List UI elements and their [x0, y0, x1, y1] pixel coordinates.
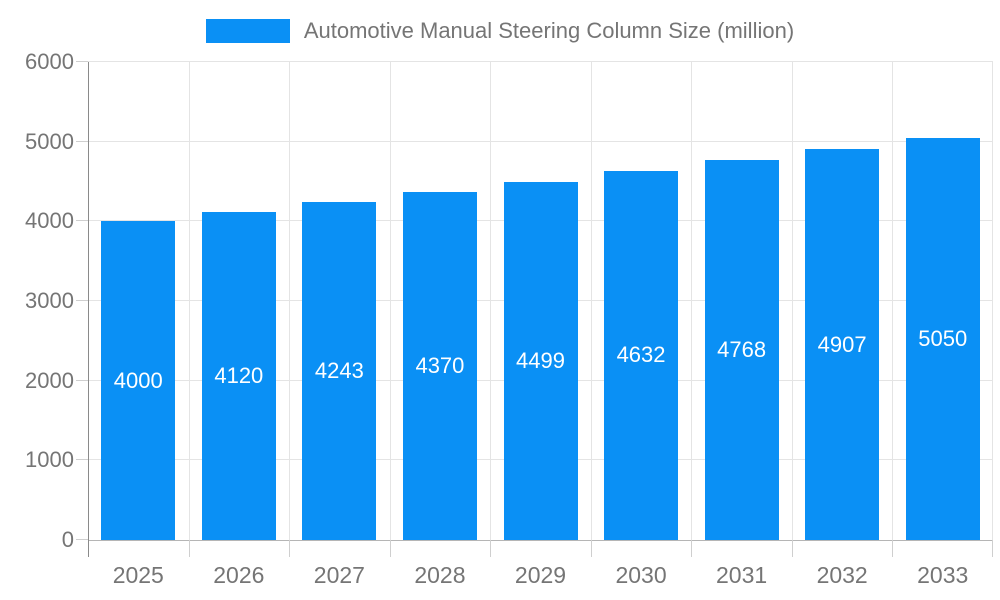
x-axis-line: [88, 540, 993, 541]
y-axis-tick: [76, 220, 88, 222]
y-axis-tick: [76, 140, 88, 142]
x-axis-tick: [289, 540, 290, 557]
y-axis-tick: [76, 300, 88, 301]
bar-value-label: 4768: [717, 337, 767, 363]
gridline-horizontal: [88, 140, 993, 142]
x-axis-tick: [591, 540, 592, 557]
y-axis-label: 2000: [25, 367, 74, 393]
gridline-vertical: [490, 62, 491, 540]
x-axis-label: 2030: [615, 562, 667, 588]
bar-2028: 4370: [402, 191, 477, 540]
y-axis-line: [88, 62, 89, 540]
y-axis-tick: [76, 379, 88, 381]
chart-legend[interactable]: Automotive Manual Steering Column Size (…: [0, 18, 1000, 44]
x-axis-tick: [390, 540, 391, 557]
x-axis-tick: [88, 540, 89, 557]
bar-2029: 4499: [503, 181, 578, 540]
bar-2025: 4000: [101, 221, 176, 540]
bar-2026: 4120: [201, 211, 276, 540]
plot-area: 0 1000 2000 3000 4000 5000 6000 2025 2026 2027 202…: [25, 49, 993, 588]
gridline-vertical: [992, 62, 993, 540]
gridline-vertical: [691, 62, 692, 540]
bar-2032: 4907: [805, 149, 880, 540]
y-axis-tick: [76, 539, 88, 540]
bar-2031: 4768: [704, 160, 779, 540]
gridline-vertical: [792, 62, 793, 540]
x-axis-label: 2026: [213, 562, 265, 588]
gridline-vertical: [289, 62, 290, 540]
x-axis-tick: [892, 540, 893, 557]
x-axis-tick: [792, 540, 793, 557]
bar-value-label: 4499: [516, 347, 565, 373]
gridline-vertical: [390, 62, 391, 540]
y-axis-tick: [76, 459, 88, 461]
bar-value-label: 4632: [616, 342, 666, 368]
bar-value-label: 4120: [214, 362, 264, 388]
x-axis-tick: [691, 540, 692, 557]
y-axis-label: 0: [61, 527, 74, 552]
bar-value-label: 4243: [314, 357, 364, 383]
x-axis-tick: [992, 540, 993, 557]
chart-title: Automotive Manual Steering Column Size (…: [303, 18, 795, 43]
gridline-vertical: [591, 62, 592, 540]
bar-value-label: 4907: [817, 331, 867, 357]
x-axis-label: 2032: [816, 562, 868, 588]
x-axis-tick: [490, 540, 491, 557]
legend-swatch: [205, 19, 290, 43]
y-axis-label: 3000: [25, 288, 74, 313]
x-axis-label: 2029: [514, 562, 567, 588]
bar-2030: 4632: [604, 170, 679, 540]
x-axis-label: 2028: [414, 562, 466, 588]
x-axis-label: 2027: [313, 562, 365, 588]
y-axis-label: 6000: [25, 49, 74, 74]
bar-value-label: 4000: [113, 367, 163, 393]
bar-value-label: 5050: [918, 325, 968, 351]
y-axis-tick: [76, 61, 88, 62]
y-axis-label: 1000: [25, 447, 74, 473]
x-axis-label: 2031: [716, 562, 768, 588]
bar-value-label: 4370: [415, 352, 465, 378]
bar-2033: 5050: [905, 137, 980, 540]
x-axis-tick: [189, 540, 190, 557]
gridline-horizontal: [88, 61, 993, 62]
x-axis-label: 2025: [112, 562, 164, 588]
bar-2027: 4243: [302, 201, 377, 540]
x-axis-label: 2033: [917, 562, 969, 588]
gridline-vertical: [892, 62, 893, 540]
y-axis-label: 4000: [25, 208, 74, 234]
gridline-vertical: [189, 62, 190, 540]
y-axis-label: 5000: [25, 128, 74, 154]
